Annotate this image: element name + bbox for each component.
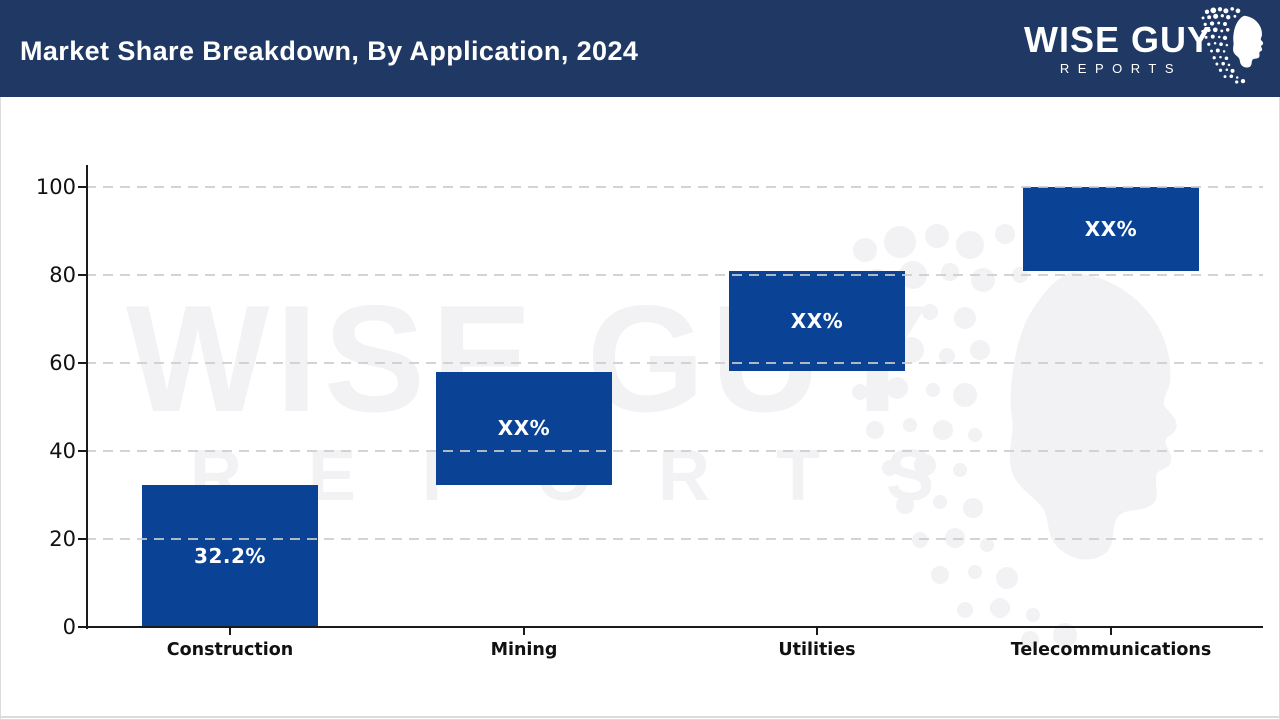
header-band: Market Share Breakdown, By Application, … bbox=[0, 0, 1280, 97]
x-axis-line bbox=[86, 626, 1263, 628]
bar: XX% bbox=[1023, 186, 1199, 271]
y-tick-label: 60 bbox=[49, 350, 76, 375]
logo-text: WISE GUY REPORTS bbox=[1023, 19, 1212, 77]
y-tick-mark bbox=[78, 185, 86, 188]
y-axis-line bbox=[86, 165, 88, 629]
wiseguy-head-icon bbox=[1201, 7, 1264, 84]
y-tick-label: 100 bbox=[35, 174, 76, 199]
y-tick-label: 20 bbox=[49, 526, 76, 551]
chart-title: Market Share Breakdown, By Application, … bbox=[20, 36, 639, 66]
y-tick-mark bbox=[78, 273, 86, 276]
y-tick-label: 80 bbox=[49, 262, 76, 287]
gridline bbox=[86, 185, 1263, 188]
bar-value-label: XX% bbox=[1084, 216, 1138, 241]
bottom-border bbox=[0, 716, 1280, 718]
wiseguy-logo: WISE GUY REPORTS bbox=[1024, 6, 1270, 86]
y-tick-label: 0 bbox=[62, 615, 76, 639]
y-tick-label: 40 bbox=[49, 438, 76, 463]
logo-wordmark: WISE GUY bbox=[1023, 19, 1212, 60]
y-tick-mark bbox=[78, 537, 86, 540]
bar: XX% bbox=[729, 270, 905, 372]
bar: 32.2% bbox=[142, 485, 318, 627]
x-tick-label: Mining bbox=[490, 640, 558, 660]
y-tick-mark bbox=[78, 626, 86, 628]
x-tick-mark bbox=[229, 628, 231, 635]
x-tick-mark bbox=[816, 628, 818, 635]
bar-value-label: XX% bbox=[497, 416, 551, 441]
gridline bbox=[86, 273, 1263, 276]
x-tick-label: Construction bbox=[166, 640, 294, 660]
y-tick-mark bbox=[78, 361, 86, 364]
logo-subtitle: REPORTS bbox=[1059, 61, 1183, 76]
x-tick-label: Telecommunications bbox=[1010, 640, 1212, 660]
x-tick-mark bbox=[523, 628, 525, 635]
bar-value-label: XX% bbox=[790, 309, 844, 334]
gridline bbox=[86, 537, 1263, 540]
bar-value-label: 32.2% bbox=[194, 544, 266, 569]
x-tick-mark bbox=[1110, 628, 1112, 635]
x-tick-label: Utilities bbox=[778, 640, 856, 660]
y-tick-mark bbox=[78, 449, 86, 452]
gridline bbox=[86, 361, 1263, 364]
gridline bbox=[86, 449, 1263, 452]
bar: XX% bbox=[436, 371, 612, 486]
